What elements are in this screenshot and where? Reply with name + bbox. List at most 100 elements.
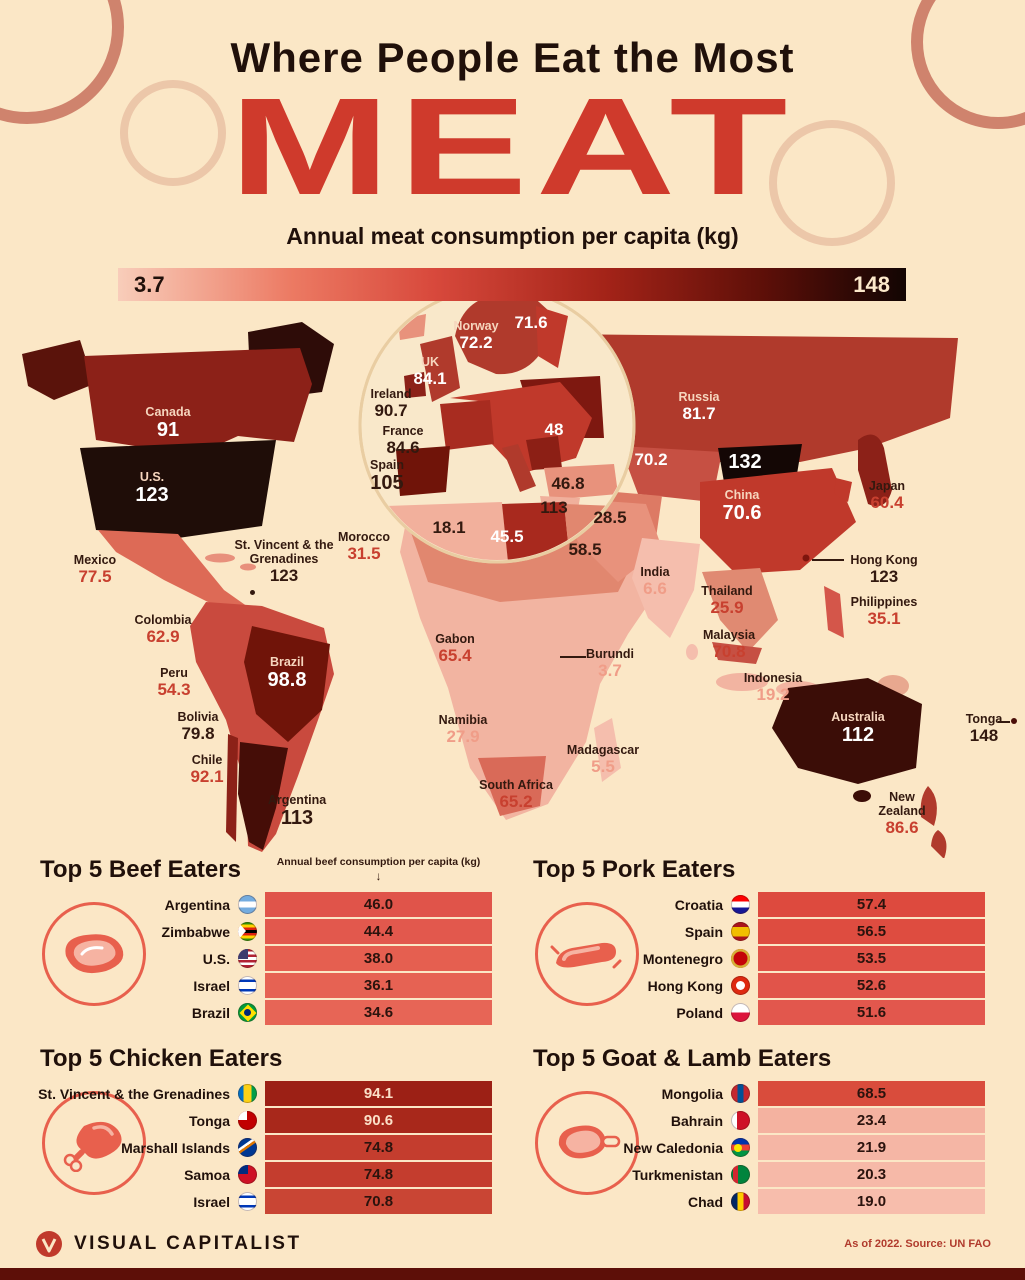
table-row: Marshall Islands 74.8 xyxy=(40,1135,492,1160)
row-value: 90.6 xyxy=(363,1112,394,1129)
country-value: 86.6 xyxy=(885,818,919,837)
country-value: 148 xyxy=(969,726,999,745)
value-bar: 44.4 xyxy=(265,919,492,944)
country-value: 5.5 xyxy=(591,757,615,776)
row-country: Zimbabwe xyxy=(161,923,230,940)
map-label-japan: Japan 60.4 xyxy=(869,479,905,512)
country-name: Hong Kong xyxy=(850,553,918,567)
scale-min-label: 3.7 xyxy=(134,271,165,297)
map-label-peru: Peru 54.3 xyxy=(157,666,190,699)
country-name: Russia xyxy=(678,390,720,404)
flag-marshall-islands-icon xyxy=(238,1138,257,1157)
row-value: 23.4 xyxy=(856,1112,887,1129)
row-value: 20.3 xyxy=(856,1166,887,1183)
country-value: 91 xyxy=(156,419,180,441)
row-value: 19.0 xyxy=(856,1193,887,1210)
top5-tables: Top 5 Beef Eaters Annual beef consumptio… xyxy=(38,856,985,1214)
value-bar: 52.6 xyxy=(758,973,985,998)
flag-us-icon xyxy=(238,949,257,968)
country-value: 92.1 xyxy=(190,767,224,786)
row-value: 70.8 xyxy=(363,1193,394,1210)
country-value: 3.7 xyxy=(598,661,622,680)
map-label-value-71-6: 71.6 xyxy=(514,313,547,332)
country-value: 31.5 xyxy=(347,544,381,563)
country-value: 79.8 xyxy=(181,724,215,743)
location-dot xyxy=(250,590,255,595)
table-row: Spain 56.5 xyxy=(533,919,985,944)
country-value: 19.2 xyxy=(756,685,790,704)
row-country: Israel xyxy=(193,1193,230,1210)
row-value: 34.6 xyxy=(363,1004,394,1021)
country-value: 132 xyxy=(728,451,762,473)
row-value: 51.6 xyxy=(856,1004,887,1021)
landmass-oceania xyxy=(772,678,1017,858)
flag-montenegro-icon xyxy=(731,949,750,968)
country-value: 84.1 xyxy=(413,369,447,388)
country-name: UK xyxy=(420,355,440,369)
map-label-value-46-8: 46.8 xyxy=(551,474,584,493)
map-label-new-zealand: New Zealand 86.6 xyxy=(870,790,934,837)
value-bar: 21.9 xyxy=(758,1135,985,1160)
landmass-north-america xyxy=(22,322,334,614)
country-name: Madagascar xyxy=(566,743,640,757)
value-bar: 20.3 xyxy=(758,1162,985,1187)
map-label-burundi: Burundi 3.7 xyxy=(586,647,634,680)
down-arrow-icon: ↓ xyxy=(375,868,382,883)
map-label-value-70-2: 70.2 xyxy=(634,450,667,469)
flag-hong-kong-icon xyxy=(731,976,750,995)
goat-lamb-table-title: Top 5 Goat & Lamb Eaters xyxy=(533,1045,832,1072)
table-row: Chad 19.0 xyxy=(533,1189,985,1214)
table-row: Samoa 74.8 xyxy=(40,1162,492,1187)
flag-new-caledonia-icon xyxy=(731,1138,750,1157)
pork-table: Top 5 Pork Eaters Croatia 57.4 Spain 56.5 … xyxy=(533,856,985,1025)
country-name: Peru xyxy=(160,666,188,680)
country-value: 28.5 xyxy=(593,508,627,527)
map-label-value-18-1: 18.1 xyxy=(432,518,465,537)
country-value: 113 xyxy=(540,498,568,517)
row-country: New Caledonia xyxy=(623,1139,723,1156)
map-label-uk: UK 84.1 xyxy=(413,355,446,388)
map-label-morocco: Morocco 31.5 xyxy=(338,530,390,563)
header: Where People Eat the Most MEAT Annual me… xyxy=(0,0,1025,250)
country-value: 70.6 xyxy=(722,502,762,524)
value-bar: 38.0 xyxy=(265,946,492,971)
country-name: Australia xyxy=(831,710,885,724)
drumstick-icon xyxy=(42,1091,146,1195)
country-value: 70.2 xyxy=(634,450,668,469)
country-name: Ireland xyxy=(370,387,412,401)
table-row: Turkmenistan 20.3 xyxy=(533,1162,985,1187)
country-value: 90.7 xyxy=(374,401,408,420)
scale-max-label: 148 xyxy=(853,271,890,297)
country-value: 27.9 xyxy=(446,727,480,746)
map-label-south-africa: South Africa 65.2 xyxy=(479,778,553,811)
map-label-ireland: Ireland 90.7 xyxy=(371,387,412,420)
row-value: 74.8 xyxy=(363,1166,394,1183)
map-label-thailand: Thailand 25.9 xyxy=(701,584,752,617)
value-bar: 74.8 xyxy=(265,1162,492,1187)
country-name: St. Vincent & the Grenadines xyxy=(234,538,334,566)
page-title: Where People Eat the Most xyxy=(230,34,795,81)
map-label-china: China 70.6 xyxy=(723,488,762,524)
map-label-value-48: 48 xyxy=(545,420,564,439)
leader-line xyxy=(560,656,586,658)
goat-lamb-table: Top 5 Goat & Lamb Eaters Mongolia 68.5 Ba… xyxy=(533,1045,985,1214)
map-label-argentina: Argentina 113 xyxy=(268,793,326,829)
map-label-value-45-5: 45.5 xyxy=(490,527,523,546)
table-row: Poland 51.6 xyxy=(533,1000,985,1025)
steak-icon xyxy=(42,902,146,1006)
row-value: 46.0 xyxy=(363,896,394,913)
row-country: U.S. xyxy=(202,950,230,967)
row-country: Montenegro xyxy=(642,950,723,967)
map-label-tonga: Tonga 148 xyxy=(966,712,1003,745)
map-label-brazil: Brazil 98.8 xyxy=(268,655,307,691)
map-label-spain: Spain 105 xyxy=(370,458,404,494)
table-row: Israel 70.8 xyxy=(40,1189,492,1214)
country-value: 71.6 xyxy=(514,313,548,332)
world-map-svg xyxy=(22,290,1017,858)
country-name: Burundi xyxy=(586,647,634,661)
country-value: 62.9 xyxy=(146,627,180,646)
table-row: U.S. 38.0 xyxy=(40,946,492,971)
value-bar: 19.0 xyxy=(758,1189,985,1214)
europe-zoomed xyxy=(384,292,620,560)
